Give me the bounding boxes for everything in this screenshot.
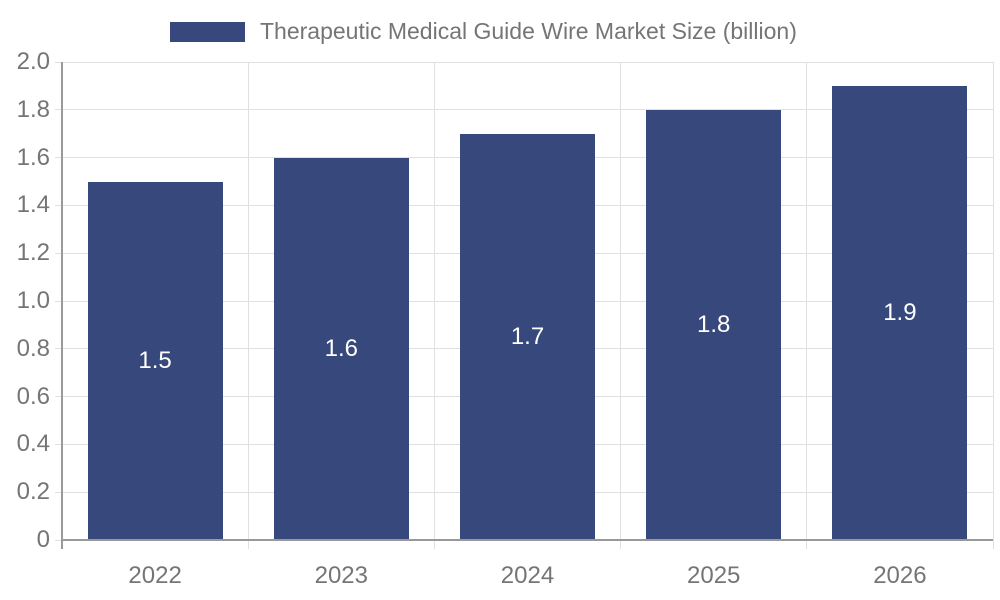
y-axis-line <box>61 62 63 549</box>
y-tick-mark <box>55 300 61 302</box>
y-axis-tick-label: 1.0 <box>16 287 50 314</box>
x-axis-tick-label: 2023 <box>314 562 368 589</box>
x-axis-tick-label: 2022 <box>128 562 182 589</box>
x-gridline <box>620 62 622 540</box>
bar-value-label: 1.8 <box>697 310 731 338</box>
bar-2022[interactable] <box>87 181 223 540</box>
x-tick-mark <box>992 540 994 549</box>
bar-value-label: 1.6 <box>324 334 358 362</box>
y-tick-mark <box>55 109 61 111</box>
y-axis-tick-label: 1.6 <box>16 143 50 171</box>
x-gridline <box>992 62 994 540</box>
x-gridline <box>806 62 808 540</box>
x-axis-line <box>62 539 993 541</box>
bar-value-label: 1.9 <box>883 298 917 326</box>
y-gridline <box>62 61 993 63</box>
y-tick-mark <box>55 157 61 159</box>
x-axis-tick-label: 2025 <box>686 562 741 589</box>
y-axis-tick-label: 0.2 <box>16 478 50 506</box>
x-axis-tick-label: 2024 <box>500 562 555 589</box>
y-axis-tick-label: 0 <box>36 526 50 553</box>
bar-value-label: 1.5 <box>138 346 172 374</box>
bar-2026[interactable] <box>832 85 968 540</box>
x-gridline <box>247 62 249 540</box>
bar-2023[interactable] <box>273 157 409 540</box>
y-axis-tick-label: 0.6 <box>16 382 50 410</box>
bar-value-label: 1.7 <box>510 322 545 350</box>
x-tick-mark <box>433 540 435 549</box>
y-axis-tick-label: 1.8 <box>16 95 50 123</box>
y-tick-mark <box>55 443 61 445</box>
x-tick-mark <box>620 540 622 549</box>
y-axis-tick-label: 0.8 <box>16 334 50 362</box>
legend-label: Therapeutic Medical Guide Wire Market Si… <box>260 18 797 44</box>
x-axis-tick-label: 2026 <box>873 562 927 589</box>
y-axis-tick-label: 1.4 <box>16 191 50 219</box>
x-tick-mark <box>247 540 249 549</box>
y-tick-mark <box>55 396 61 398</box>
y-axis-tick-label: 0.4 <box>16 430 50 458</box>
x-gridline <box>433 62 435 540</box>
y-tick-mark <box>55 204 61 206</box>
y-tick-mark <box>55 61 61 63</box>
y-tick-mark <box>55 348 61 350</box>
x-tick-mark <box>806 540 808 549</box>
y-tick-mark <box>55 539 61 541</box>
legend-swatch <box>170 21 245 42</box>
bar-2025[interactable] <box>646 109 782 540</box>
y-gridline <box>62 109 993 111</box>
legend[interactable]: Therapeutic Medical Guide Wire Market Si… <box>170 18 797 45</box>
bar-2024[interactable] <box>460 133 595 540</box>
y-tick-mark <box>55 252 61 254</box>
y-axis-tick-label: 1.2 <box>16 239 50 267</box>
y-tick-mark <box>55 491 61 493</box>
y-axis-tick-label: 2.0 <box>16 48 50 75</box>
